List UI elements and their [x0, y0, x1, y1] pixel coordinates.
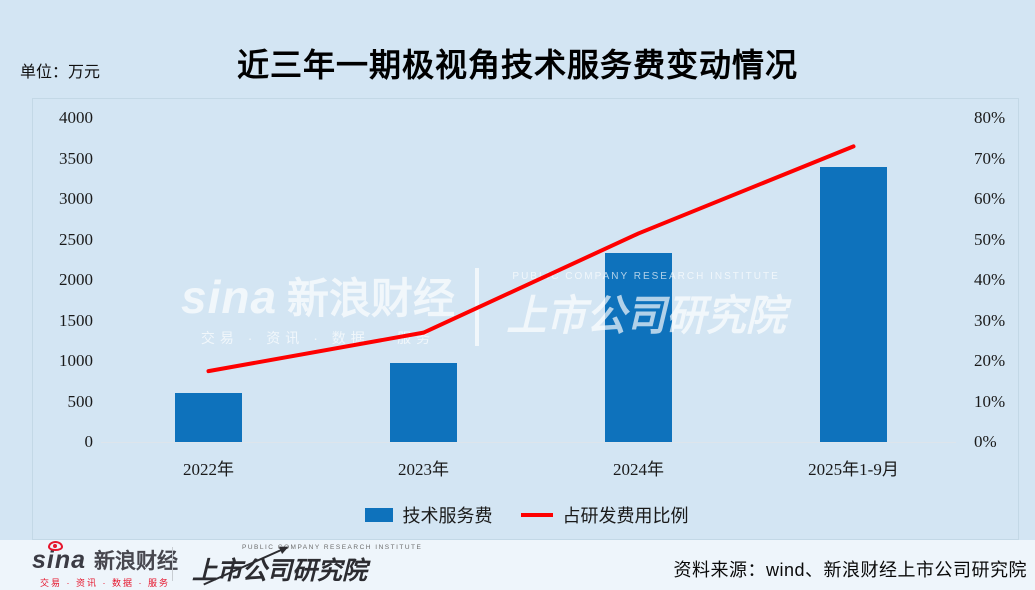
right-axis-tick: 20% [974, 351, 1006, 370]
x-axis-label: 2025年1-9月 [808, 460, 899, 479]
right-axis-tick: 30% [974, 310, 1006, 330]
sina-cn-label: 新浪财经 [94, 550, 179, 573]
chart-title: 近三年一期极视角技术服务费变动情况 [236, 47, 798, 83]
left-axis-tick: 0 [84, 432, 94, 451]
right-axis-tick: 10% [974, 391, 1006, 411]
watermark-sina-wordmark: sina [181, 271, 278, 323]
x-axis-label: 2022年 [183, 460, 234, 479]
sina-tagline: 交易 · 资讯 · 数据 · 服务 [40, 578, 171, 588]
sina-finance-logo: sina 新浪财经 交易 · 资讯 · 数据 · 服务 [32, 541, 179, 589]
right-axis-tick: 0% [974, 432, 997, 451]
bar-2023年 [390, 362, 457, 442]
left-axis-tick: 2500 [59, 229, 93, 249]
watermark-sina-tagline: 交易 · 资讯 · 数据 · 服务 [200, 330, 436, 346]
left-axis-tick: 2000 [59, 270, 93, 289]
right-axis-tick: 70% [974, 148, 1006, 168]
line-legend-swatch [520, 513, 553, 517]
footer: sina 新浪财经 交易 · 资讯 · 数据 · 服务 PUBLIC COMPA… [0, 540, 1035, 590]
footer-divider [172, 547, 173, 581]
left-axis-tick: 3500 [59, 148, 93, 168]
x-axis-label: 2023年 [398, 460, 449, 479]
watermark-sina-block: sina 新浪财经 交易 · 资讯 · 数据 · 服务 [181, 265, 455, 348]
right-axis-tick: 60% [974, 189, 1006, 208]
watermark-sina-cn: 新浪财经 [287, 275, 456, 322]
bar-legend-swatch [364, 508, 393, 522]
institute-subtitle: PUBLIC COMPANY RESEARCH INSTITUTE [242, 544, 423, 551]
legend: 技术服务费 占研发费用比例 [33, 502, 1020, 528]
right-axis-tick: 80% [974, 108, 1006, 127]
bar-2022年 [175, 393, 242, 442]
chart-area: 4000 3500 3000 2500 2000 1500 1000 500 0 80% 70% 6… [32, 98, 1019, 540]
right-axis-tick: 50% [974, 229, 1006, 249]
watermark: sina 新浪财经 交易 · 资讯 · 数据 · 服务 PUBLIC COMPA… [181, 259, 861, 354]
left-axis-tick: 1000 [59, 351, 93, 370]
left-axis-tick: 3000 [59, 189, 93, 208]
sina-eye-icon [48, 541, 63, 551]
x-axis-label: 2024年 [613, 460, 664, 479]
left-axis-tick: 1500 [59, 310, 93, 330]
line-legend-label: 占研发费用比例 [562, 506, 689, 526]
left-axis-tick: 500 [67, 391, 94, 411]
institute-logo: PUBLIC COMPANY RESEARCH INSTITUTE 上市公司研究… [192, 544, 422, 587]
bar-legend-label: 技术服务费 [402, 506, 493, 526]
institute-name: 上市公司研究院 [192, 557, 368, 585]
x-axis-line [101, 442, 956, 443]
bar-2024年 [605, 253, 672, 442]
axis-unit-label: 单位：万元 [20, 64, 101, 81]
data-source-text: 资料来源：wind、新浪财经上市公司研究院 [673, 560, 1027, 580]
watermark-divider [475, 267, 480, 346]
bar-2025年1-9月 [820, 166, 887, 442]
right-axis-tick: 40% [974, 270, 1006, 289]
left-axis-tick: 4000 [59, 108, 93, 127]
